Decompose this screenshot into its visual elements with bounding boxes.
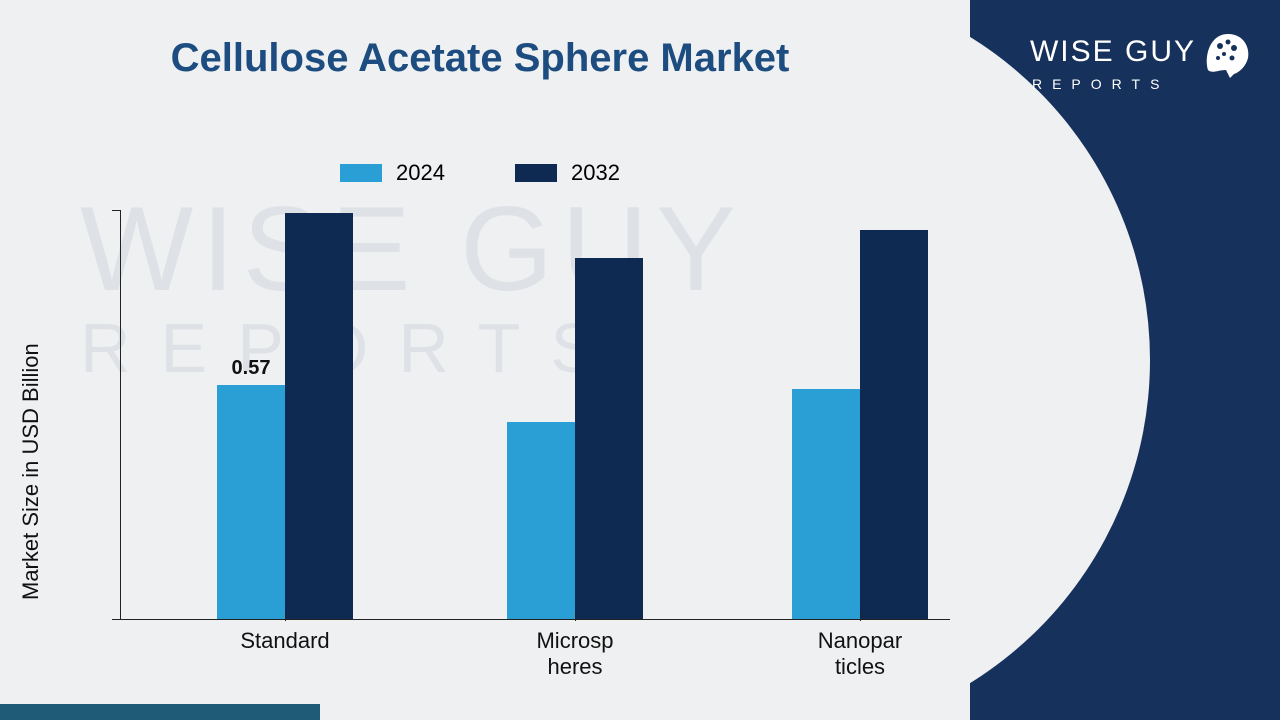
x-axis-line bbox=[120, 619, 950, 620]
x-tick bbox=[575, 613, 576, 621]
bar-2024-0 bbox=[217, 385, 285, 619]
legend-label-2032: 2032 bbox=[571, 160, 620, 186]
legend-item-2024: 2024 bbox=[340, 160, 445, 186]
x-axis-label: Nanoparticles bbox=[800, 628, 920, 681]
legend: 2024 2032 bbox=[0, 160, 960, 186]
chart-title: Cellulose Acetate Sphere Market bbox=[0, 36, 960, 81]
y-axis-label: Market Size in USD Billion bbox=[18, 343, 44, 600]
bar-2032-0 bbox=[285, 213, 353, 619]
y-tick-top bbox=[112, 210, 120, 211]
y-tick-bottom bbox=[112, 619, 120, 620]
wiseguy-logo: WISE GUY REPORTS bbox=[1030, 26, 1252, 92]
x-tick bbox=[285, 613, 286, 621]
bar-2032-1 bbox=[575, 258, 643, 619]
logo-line1: WISE GUY bbox=[1030, 26, 1252, 78]
y-axis-line bbox=[120, 210, 121, 620]
legend-swatch-2024 bbox=[340, 164, 382, 182]
bottom-accent-bar bbox=[0, 704, 320, 720]
x-axis-label: Standard bbox=[225, 628, 345, 654]
bar-value-label: 0.57 bbox=[232, 357, 271, 380]
logo-text-wiseguy: WISE GUY bbox=[1030, 35, 1196, 69]
chart-plot-area: StandardMicrospheresNanoparticles0.57 bbox=[120, 210, 950, 620]
bar-2024-2 bbox=[792, 389, 860, 619]
legend-label-2024: 2024 bbox=[396, 160, 445, 186]
x-axis-label: Microspheres bbox=[515, 628, 635, 681]
x-tick bbox=[860, 613, 861, 621]
logo-head-icon bbox=[1200, 26, 1252, 78]
bar-2032-2 bbox=[860, 230, 928, 620]
legend-swatch-2032 bbox=[515, 164, 557, 182]
legend-item-2032: 2032 bbox=[515, 160, 620, 186]
logo-text-reports: REPORTS bbox=[1030, 76, 1252, 92]
bar-2024-1 bbox=[507, 422, 575, 619]
